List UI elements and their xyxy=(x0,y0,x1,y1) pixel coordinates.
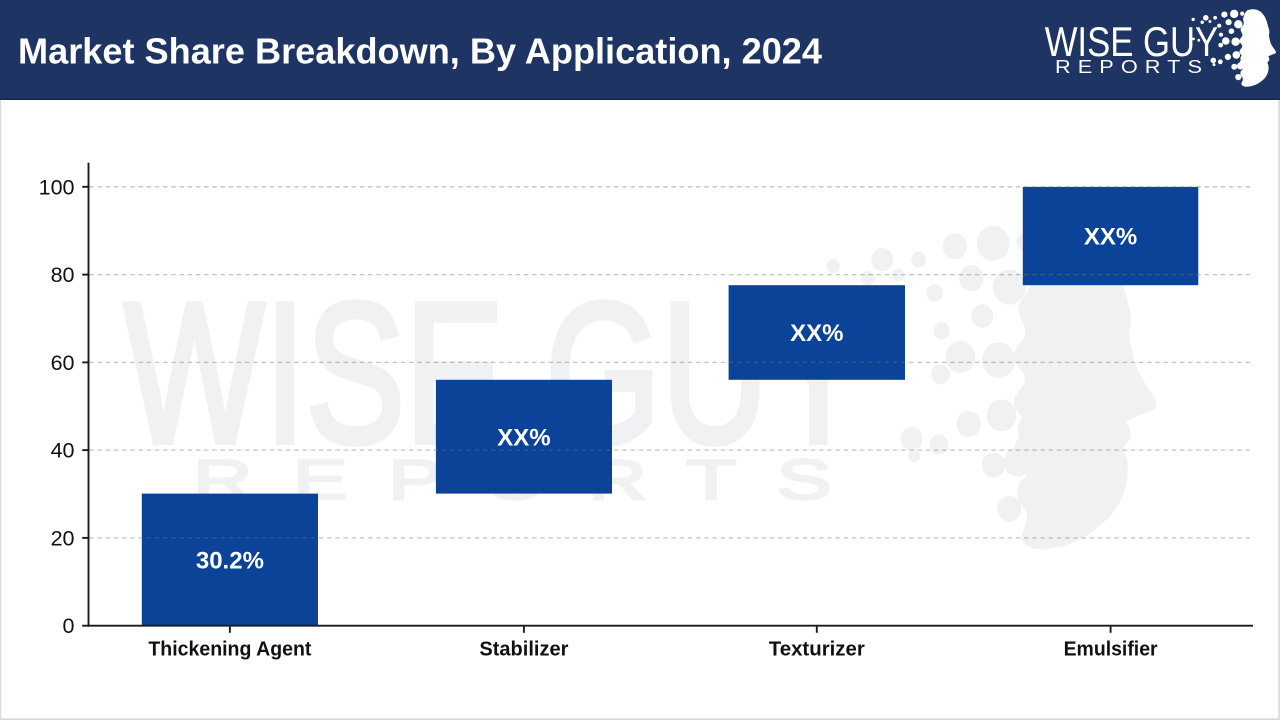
svg-text:Market Share Breakdown, By App: Market Share Breakdown, By Application, … xyxy=(18,31,822,72)
svg-text:WISE GUY: WISE GUY xyxy=(1045,18,1219,65)
svg-text:0: 0 xyxy=(63,614,75,638)
svg-text:Thickening Agent: Thickening Agent xyxy=(148,638,311,661)
svg-text:60: 60 xyxy=(51,351,75,375)
svg-text:Emulsifier: Emulsifier xyxy=(1064,638,1158,661)
svg-text:20: 20 xyxy=(51,526,75,550)
svg-text:80: 80 xyxy=(51,263,75,287)
svg-text:Stabilizer: Stabilizer xyxy=(479,638,568,661)
svg-text:30.2%: 30.2% xyxy=(196,547,264,574)
svg-text:REPORTS: REPORTS xyxy=(1055,56,1209,77)
svg-text:XX%: XX% xyxy=(497,424,550,451)
svg-text:100: 100 xyxy=(39,175,75,199)
svg-text:XX%: XX% xyxy=(790,320,843,347)
svg-text:Texturizer: Texturizer xyxy=(769,638,865,661)
svg-text:XX%: XX% xyxy=(1084,224,1137,251)
svg-text:40: 40 xyxy=(51,439,75,463)
